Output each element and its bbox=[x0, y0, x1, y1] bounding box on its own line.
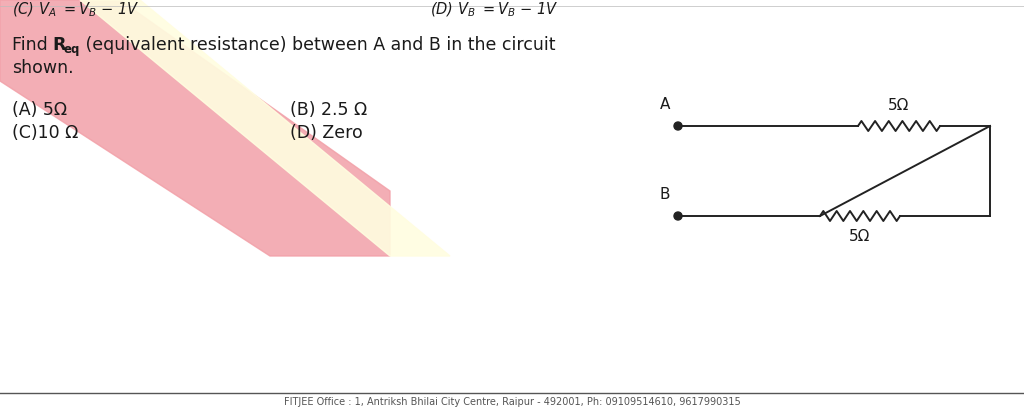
Text: 5Ω: 5Ω bbox=[849, 229, 870, 244]
Text: eq: eq bbox=[63, 43, 80, 56]
Text: (equivalent resistance) between A and B in the circuit: (equivalent resistance) between A and B … bbox=[80, 36, 555, 54]
Text: 5Ω: 5Ω bbox=[888, 98, 909, 113]
Text: A: A bbox=[659, 97, 670, 112]
Text: B: B bbox=[659, 187, 670, 202]
Polygon shape bbox=[80, 0, 450, 256]
Text: (C) $V_A$ $= V_B$ $-$ 1V: (C) $V_A$ $= V_B$ $-$ 1V bbox=[12, 1, 139, 19]
Circle shape bbox=[674, 122, 682, 130]
Text: (A) 5Ω: (A) 5Ω bbox=[12, 101, 68, 119]
Text: (C)10 Ω: (C)10 Ω bbox=[12, 124, 79, 142]
Text: FITJEE Office : 1, Antriksh Bhilai City Centre, Raipur - 492001, Ph: 09109514610: FITJEE Office : 1, Antriksh Bhilai City … bbox=[284, 397, 740, 407]
Text: (B) 2.5 Ω: (B) 2.5 Ω bbox=[290, 101, 368, 119]
Text: (D) Zero: (D) Zero bbox=[290, 124, 362, 142]
Text: R: R bbox=[52, 36, 66, 54]
Text: Find: Find bbox=[12, 36, 53, 54]
Polygon shape bbox=[0, 0, 390, 256]
Text: shown.: shown. bbox=[12, 59, 74, 77]
Circle shape bbox=[674, 212, 682, 220]
Text: (D) $V_B$ $= V_B$ $-$ 1V: (D) $V_B$ $= V_B$ $-$ 1V bbox=[430, 1, 559, 19]
